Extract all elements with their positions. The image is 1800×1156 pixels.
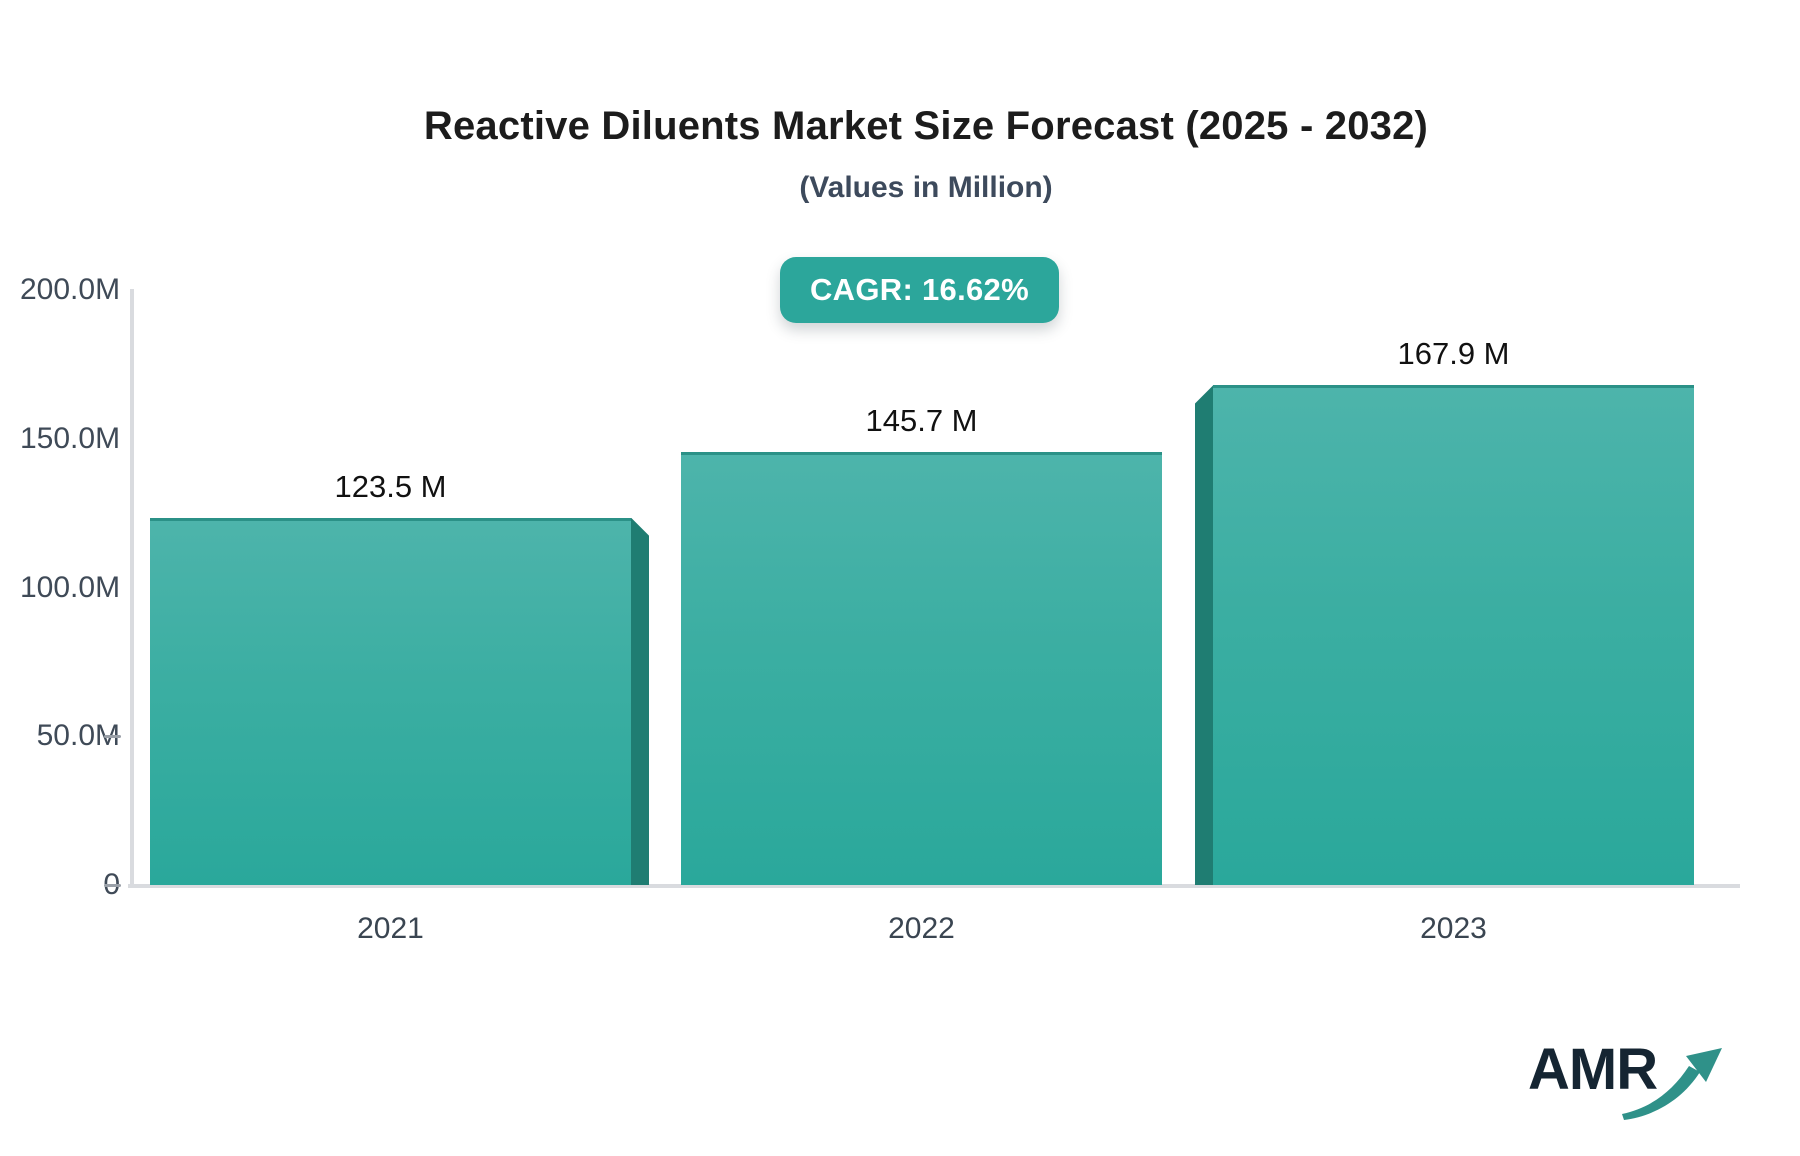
bar-value-label: 145.7 M (865, 402, 978, 438)
bar-2021 (150, 517, 631, 885)
x-axis-line (128, 884, 1740, 888)
bar-value-label: 167.9 M (1397, 336, 1510, 372)
y-tick-dash (104, 735, 121, 739)
amr-logo: AMR (1528, 1028, 1728, 1128)
y-axis-label: 150.0M (20, 421, 121, 455)
chart-header: Reactive Diluents Market Size Forecast (… (0, 104, 1800, 205)
x-axis-label: 2023 (1420, 912, 1487, 945)
bar-value-label: 123.5 M (334, 468, 447, 504)
trend-up-arrow-icon (1622, 1048, 1722, 1120)
y-tick-dash (104, 884, 121, 887)
bar-3d-side (631, 517, 649, 885)
chart-subtitle: (Values in Million) (799, 171, 1053, 204)
x-axis-label: 2021 (357, 912, 424, 945)
y-axis-label: 100.0M (20, 570, 121, 604)
x-axis-label: 2022 (888, 912, 955, 945)
bar-2022 (681, 451, 1162, 885)
bar-3d-side (1195, 385, 1213, 885)
bar-2023 (1213, 385, 1694, 885)
y-axis-label: 200.0M (20, 273, 121, 306)
cagr-badge: CAGR: 16.62% (780, 257, 1059, 323)
chart-title: Reactive Diluents Market Size Forecast (… (423, 104, 1429, 148)
y-axis-line (130, 289, 134, 888)
amr-logo-text: AMR (1528, 1037, 1658, 1102)
